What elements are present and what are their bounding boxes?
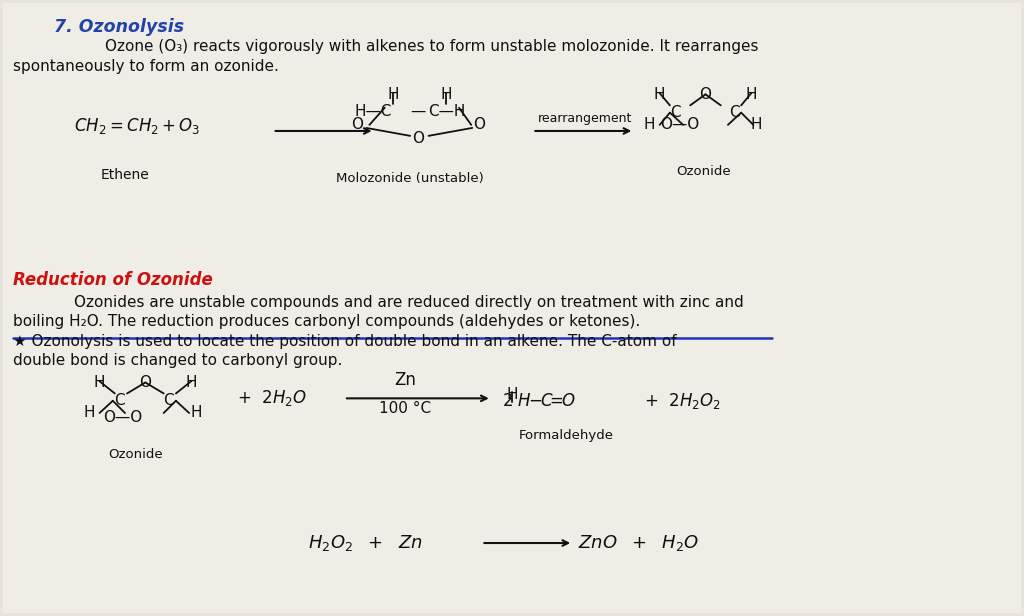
Text: boiling H₂O. The reduction produces carbonyl compounds (aldehydes or ketones).: boiling H₂O. The reduction produces carb… [13, 314, 640, 329]
Text: $+\ \ 2H_2O_2$: $+\ \ 2H_2O_2$ [644, 391, 722, 411]
Text: —: — [411, 104, 426, 119]
Text: H: H [84, 405, 95, 421]
Text: O: O [699, 87, 712, 102]
Text: ★ Ozonolysis is used to locate the position of double bond in an alkene. The C-a: ★ Ozonolysis is used to locate the posit… [13, 334, 677, 349]
Text: Ozonide: Ozonide [676, 164, 731, 177]
Text: $ZnO\ \ +\ \ H_2O$: $ZnO\ \ +\ \ H_2O$ [579, 533, 699, 553]
Text: O—O: O—O [103, 410, 142, 426]
Text: C: C [164, 394, 174, 408]
Text: H: H [190, 405, 202, 421]
Text: O: O [473, 118, 485, 132]
Text: C: C [115, 394, 125, 408]
Text: H: H [440, 87, 452, 102]
Text: H: H [644, 118, 655, 132]
Text: $H_2O_2\ \ +\ \ Zn$: $H_2O_2\ \ +\ \ Zn$ [308, 533, 423, 553]
Text: H: H [387, 87, 398, 102]
Text: Ethene: Ethene [100, 168, 150, 182]
Text: $CH_2{=}CH_2 + O_3$: $CH_2{=}CH_2 + O_3$ [74, 116, 201, 136]
Text: C: C [670, 105, 680, 120]
Text: double bond is changed to carbonyl group.: double bond is changed to carbonyl group… [13, 353, 342, 368]
Text: O: O [351, 118, 364, 132]
Text: spontaneously to form an ozonide.: spontaneously to form an ozonide. [13, 59, 279, 74]
Text: $2\ H\!\!-\!\!C\!\!=\!\!O$: $2\ H\!\!-\!\!C\!\!=\!\!O$ [502, 392, 575, 410]
Text: C: C [729, 105, 739, 120]
Text: H: H [185, 375, 197, 390]
Text: H: H [94, 375, 105, 390]
Text: Ozonide: Ozonide [108, 448, 163, 461]
Text: $+\ \ 2H_2O$: $+\ \ 2H_2O$ [237, 388, 307, 408]
Text: O: O [413, 131, 424, 146]
Text: H: H [751, 118, 762, 132]
FancyBboxPatch shape [3, 3, 1021, 613]
Text: H: H [654, 87, 666, 102]
Text: C—H: C—H [428, 104, 466, 119]
Text: Formaldehyde: Formaldehyde [518, 429, 613, 442]
Text: H: H [745, 87, 757, 102]
Text: Molozonide (unstable): Molozonide (unstable) [336, 172, 484, 185]
Text: Ozonides are unstable compounds and are reduced directly on treatment with zinc : Ozonides are unstable compounds and are … [74, 294, 743, 310]
Text: O—O: O—O [660, 118, 699, 132]
Text: Reduction of Ozonide: Reduction of Ozonide [13, 272, 213, 290]
Text: H—C: H—C [354, 104, 391, 119]
Text: Ozone (O₃) reacts vigorously with alkenes to form unstable molozonide. It rearra: Ozone (O₃) reacts vigorously with alkene… [104, 39, 758, 54]
Text: 100 °C: 100 °C [379, 401, 431, 416]
Text: 7. Ozonolysis: 7. Ozonolysis [53, 18, 184, 36]
Text: O: O [139, 375, 152, 390]
Text: rearrangement: rearrangement [538, 112, 632, 125]
Text: H: H [506, 387, 518, 402]
Text: Zn: Zn [394, 371, 416, 389]
